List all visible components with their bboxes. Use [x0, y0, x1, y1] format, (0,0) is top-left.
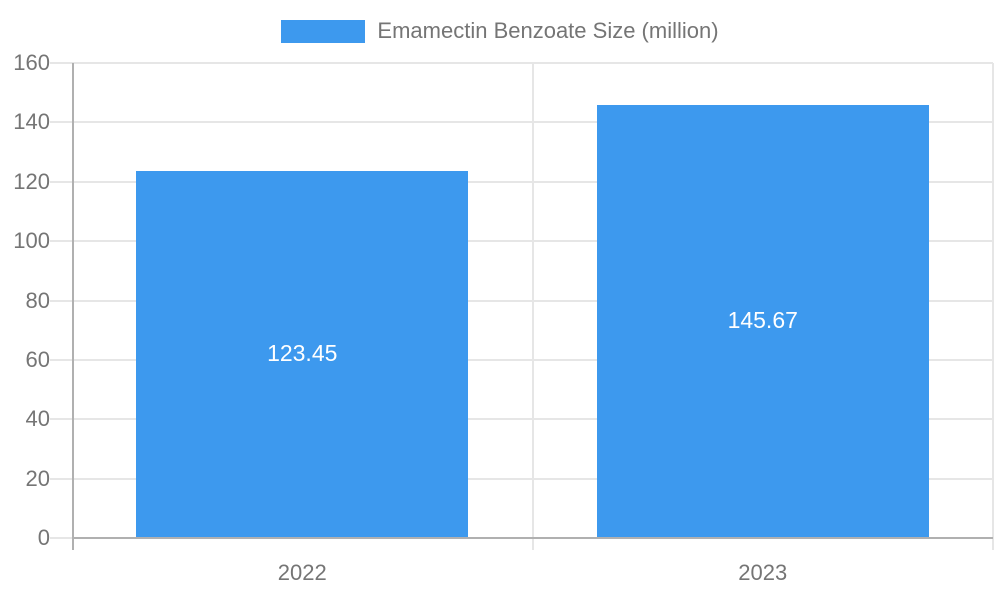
- y-tick: [50, 537, 72, 539]
- y-axis-label: 140: [13, 109, 50, 135]
- y-axis-label: 20: [25, 465, 50, 491]
- bar-2022[interactable]: 123.45: [136, 170, 469, 537]
- x-axis: [72, 537, 993, 539]
- y-axis-label: 80: [25, 287, 50, 313]
- y-tick: [50, 477, 72, 480]
- legend[interactable]: Emamectin Benzoate Size (million): [0, 18, 1000, 44]
- legend-label: Emamectin Benzoate Size (million): [377, 18, 719, 43]
- y-tick: [50, 121, 72, 124]
- bar-value-label: 123.45: [267, 340, 338, 367]
- boundary-gridline: [992, 63, 994, 550]
- y-tick: [50, 418, 72, 421]
- x-axis-label-2022: 2022: [277, 560, 327, 585]
- legend-swatch: [281, 19, 366, 43]
- y-axis-label: 0: [37, 525, 50, 550]
- plot-area: 0 20 40 60 80 100 120 140 160 123.45 145.67 2022 202…: [13, 52, 994, 584]
- y-axis: [72, 63, 74, 550]
- y-axis-label: 40: [25, 406, 50, 432]
- y-axis-label: 60: [25, 346, 50, 372]
- y-axis-label: 120: [13, 168, 50, 194]
- x-axis-label-2023: 2023: [738, 560, 788, 585]
- bar-2023[interactable]: 145.67: [596, 104, 929, 537]
- y-tick: [50, 62, 72, 64]
- y-axis-label: 100: [13, 228, 50, 254]
- y-axis-label: 160: [13, 50, 50, 75]
- y-tick: [50, 180, 72, 183]
- bar-value-label: 145.67: [727, 307, 798, 334]
- y-tick: [50, 240, 72, 243]
- boundary-gridline: [531, 63, 534, 550]
- y-tick: [50, 299, 72, 302]
- y-tick: [50, 358, 72, 361]
